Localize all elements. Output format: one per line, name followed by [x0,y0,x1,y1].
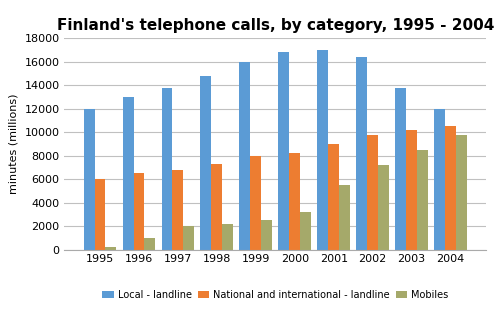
Bar [456,135,467,250]
Bar [395,88,406,250]
Bar [123,97,133,250]
Bar [184,226,194,250]
Bar [300,212,311,250]
Bar [133,173,144,250]
Bar [367,135,378,250]
Bar [356,57,367,250]
Bar [289,153,300,250]
Bar [173,170,184,250]
Bar [222,224,233,250]
Legend: Local - landline, National and international - landline, Mobiles: Local - landline, National and internati… [98,286,452,304]
Bar [106,247,117,250]
Bar [317,50,328,250]
Bar [278,52,289,250]
Bar [250,156,261,250]
Bar [261,220,272,250]
Bar [406,130,417,250]
Y-axis label: minutes (millions): minutes (millions) [9,94,19,194]
Title: Finland's telephone calls, by category, 1995 - 2004: Finland's telephone calls, by category, … [57,18,494,33]
Bar [211,164,222,250]
Bar [445,126,456,250]
Bar [95,179,106,250]
Bar [328,144,339,250]
Bar [144,238,155,250]
Bar [162,88,173,250]
Bar [417,150,428,250]
Bar [200,76,211,250]
Bar [84,109,95,250]
Bar [378,165,389,250]
Bar [434,109,445,250]
Bar [339,185,350,250]
Bar [240,62,250,250]
